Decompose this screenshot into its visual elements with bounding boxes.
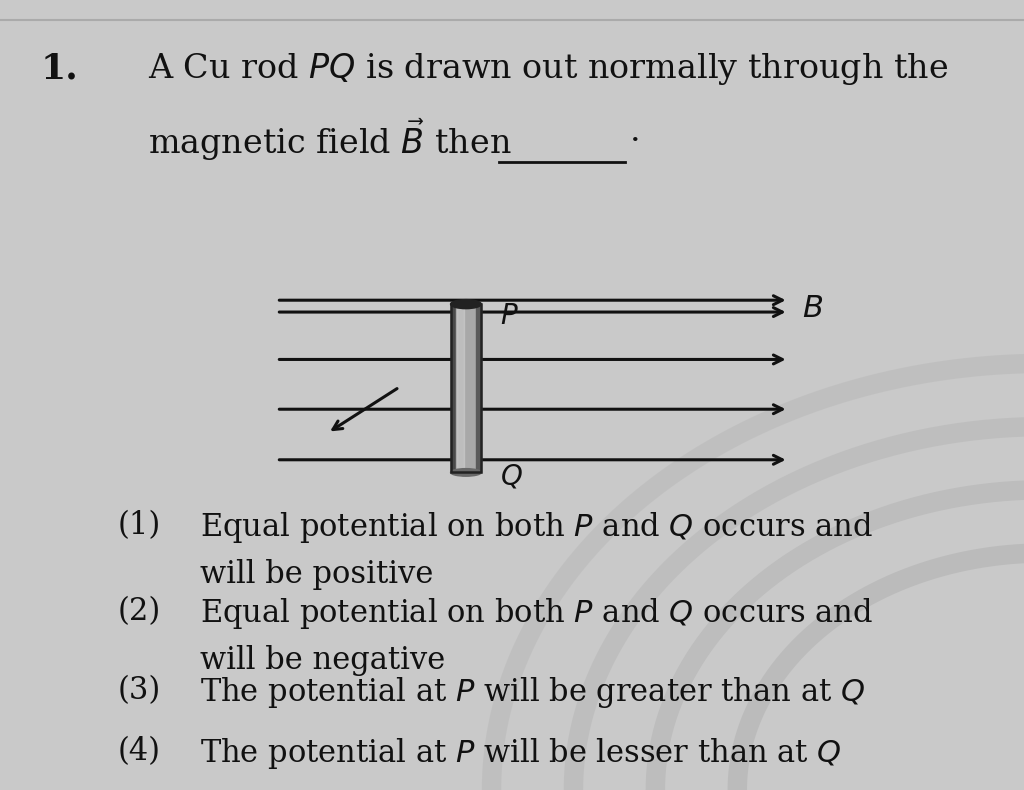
Bar bbox=[451, 304, 456, 472]
Bar bbox=[458, 304, 464, 472]
Text: The potential at $P$ will be greater than at $Q$: The potential at $P$ will be greater tha… bbox=[200, 675, 864, 710]
Text: Equal potential on both $P$ and $Q$ occurs and: Equal potential on both $P$ and $Q$ occu… bbox=[200, 510, 872, 544]
Text: 1.: 1. bbox=[41, 51, 79, 85]
Text: A Cu rod $\mathit{PQ}$ is drawn out normally through the: A Cu rod $\mathit{PQ}$ is drawn out norm… bbox=[148, 51, 948, 88]
Text: (1): (1) bbox=[118, 510, 161, 540]
Bar bbox=[476, 304, 481, 472]
Bar bbox=[456, 304, 476, 472]
Text: The potential at $P$ will be lesser than at $Q$: The potential at $P$ will be lesser than… bbox=[200, 736, 842, 771]
Ellipse shape bbox=[451, 468, 481, 476]
Ellipse shape bbox=[451, 299, 481, 309]
Text: (2): (2) bbox=[118, 596, 161, 627]
Text: (4): (4) bbox=[118, 736, 161, 767]
Text: .: . bbox=[630, 116, 640, 149]
Text: magnetic field $\vec{B}$ then: magnetic field $\vec{B}$ then bbox=[148, 116, 512, 163]
Text: will be negative: will be negative bbox=[200, 645, 445, 676]
Text: $P$: $P$ bbox=[500, 303, 518, 329]
Text: (3): (3) bbox=[118, 675, 161, 706]
Text: $B$: $B$ bbox=[802, 292, 823, 324]
Text: will be positive: will be positive bbox=[200, 559, 433, 589]
Text: Equal potential on both $P$ and $Q$ occurs and: Equal potential on both $P$ and $Q$ occu… bbox=[200, 596, 872, 631]
Text: $Q$: $Q$ bbox=[500, 462, 522, 490]
Bar bbox=[451, 304, 481, 472]
